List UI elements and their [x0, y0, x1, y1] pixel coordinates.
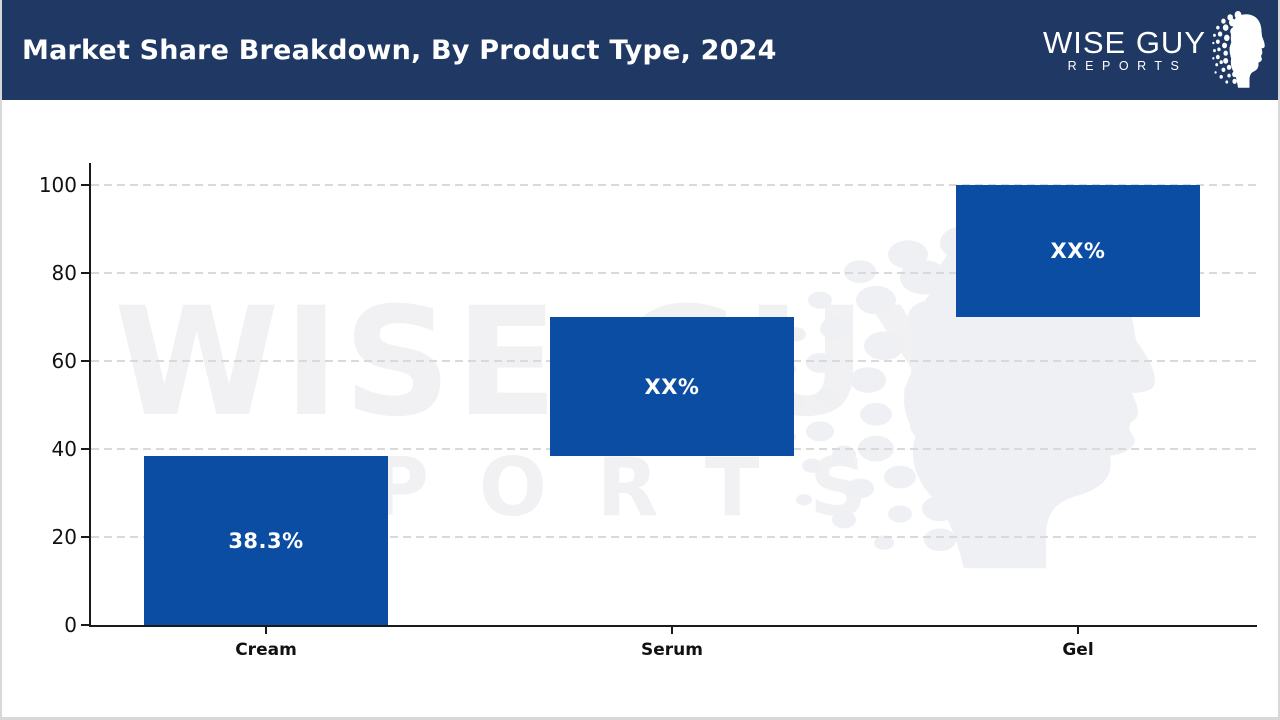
- gridline: [91, 536, 1257, 538]
- logo-text: WISE GUY REPORTS: [1042, 24, 1206, 74]
- watermark-wordmark: WISE GUY: [114, 276, 984, 450]
- y-tick-mark: [81, 272, 89, 274]
- x-tick-mark: [265, 627, 267, 634]
- logo-wordmark: WISE GUY: [1042, 24, 1206, 60]
- bar-value-label: XX%: [1050, 239, 1106, 263]
- x-tick-label-serum: Serum: [641, 640, 703, 660]
- y-tick-label: 60: [51, 349, 77, 373]
- y-tick-label: 20: [51, 525, 77, 549]
- y-tick-label: 100: [38, 173, 77, 197]
- y-tick-mark: [81, 536, 89, 538]
- bar-gel: XX%: [956, 185, 1200, 317]
- gridline: [91, 272, 1257, 274]
- y-axis-spine: [89, 163, 91, 627]
- y-tick-mark: [81, 184, 89, 186]
- y-tick-label: 40: [51, 437, 77, 461]
- dotted-head-profile-icon: [1212, 11, 1265, 88]
- x-tick-mark: [671, 627, 673, 634]
- gridline: [91, 184, 1257, 186]
- logo-subtext: REPORTS: [1067, 59, 1188, 74]
- y-tick-label: 0: [64, 613, 77, 637]
- x-axis-spine: [89, 625, 1257, 627]
- wiseguy-reports-logo: WISE GUY REPORTS: [1043, 11, 1266, 89]
- bar-value-label: XX%: [644, 374, 700, 399]
- bar-serum: XX%: [550, 317, 794, 457]
- y-tick-mark: [81, 360, 89, 362]
- y-tick-label: 80: [51, 261, 77, 285]
- bar-value-label: 38.3%: [228, 528, 304, 553]
- bar-cream: 38.3%: [144, 456, 388, 625]
- page-title: Market Share Breakdown, By Product Type,…: [22, 34, 777, 66]
- y-tick-mark: [81, 448, 89, 450]
- x-tick-label-cream: Cream: [235, 640, 297, 660]
- chart-area: WISE GUY REPORTS 0 20 40 60 80 100 38.3% Cream X…: [2, 100, 1278, 717]
- x-tick-mark: [1077, 627, 1079, 634]
- header-bar: Market Share Breakdown, By Product Type,…: [2, 0, 1278, 100]
- x-tick-label-gel: Gel: [1062, 640, 1094, 660]
- y-tick-mark: [81, 624, 89, 626]
